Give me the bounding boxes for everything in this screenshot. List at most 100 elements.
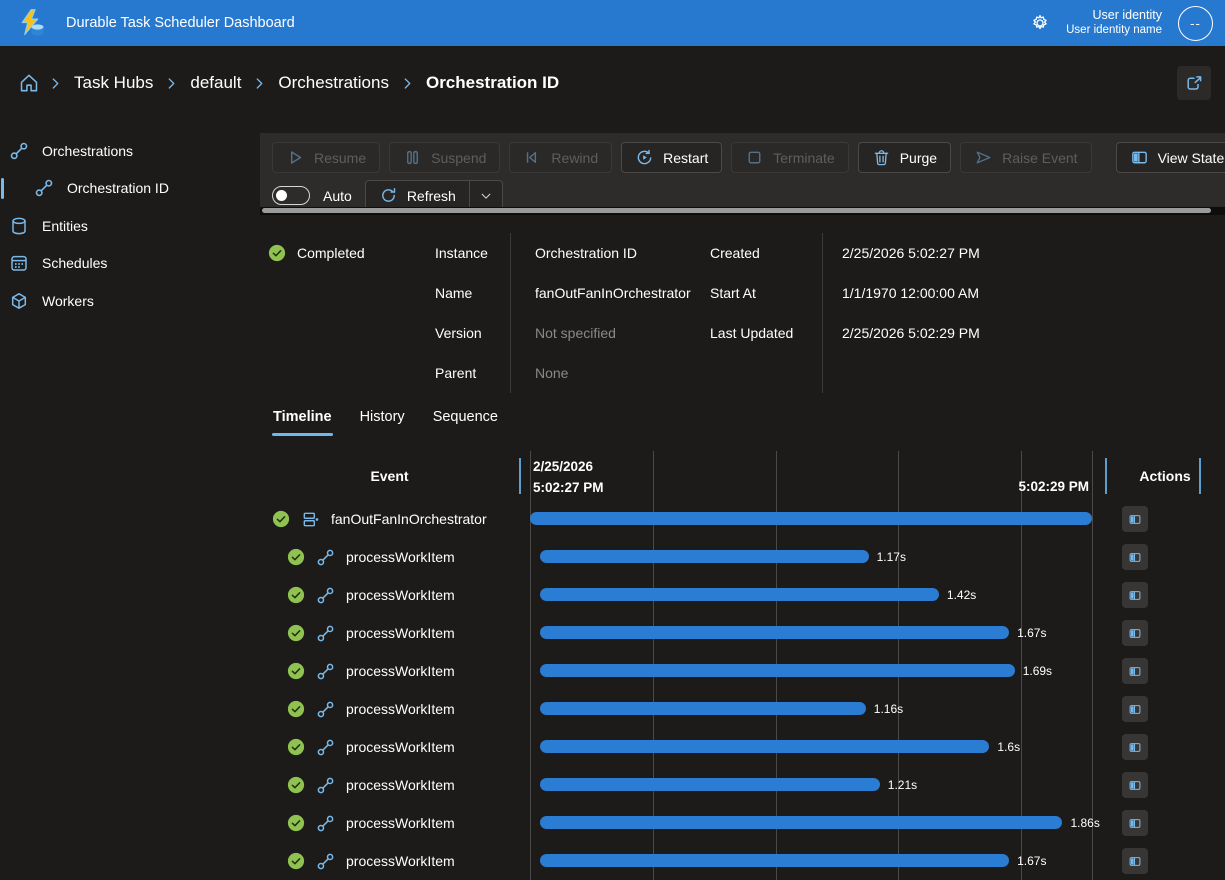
view-row-state-button[interactable]: [1122, 620, 1148, 646]
settings-gear-icon[interactable]: [1030, 13, 1050, 33]
breadcrumb-item-orchestrations[interactable]: Orchestrations: [278, 73, 389, 92]
view-row-state-button[interactable]: [1122, 506, 1148, 532]
terminate-button: Terminate: [731, 142, 849, 173]
event-name: processWorkItem: [346, 663, 455, 679]
tab-history[interactable]: History: [359, 409, 405, 425]
button-label: Rewind: [551, 149, 599, 166]
sidebar-item-orchestration-id[interactable]: Orchestration ID: [0, 170, 260, 208]
horizontal-scrollbar[interactable]: [260, 207, 1225, 215]
event-name: processWorkItem: [346, 853, 455, 869]
scrollbar-thumb[interactable]: [262, 208, 1211, 213]
user-info: User identity User identity name: [1066, 8, 1162, 38]
purge-button[interactable]: Purge: [857, 142, 952, 173]
refresh-split-button: Refresh: [364, 180, 503, 211]
database-icon: [9, 216, 29, 236]
timeline-row: processWorkItem 1.69s: [260, 652, 1225, 690]
sidebar-item-schedules[interactable]: Schedules: [0, 245, 260, 283]
timeline-row: processWorkItem 1.86s: [260, 804, 1225, 842]
timeline-bar: [530, 512, 1092, 525]
button-label: Raise Event: [1002, 149, 1078, 166]
timeline-bar: [539, 626, 1010, 639]
refresh-label: Refresh: [406, 187, 456, 204]
duration-label: 1.67s: [1017, 626, 1047, 640]
home-icon[interactable]: [18, 72, 40, 94]
view-row-state-button[interactable]: [1122, 658, 1148, 684]
completed-check-icon: [272, 510, 290, 528]
view-row-state-button[interactable]: [1122, 810, 1148, 836]
completed-check-icon: [287, 586, 305, 604]
play-icon: [286, 148, 305, 167]
timeline-gridline: [1092, 451, 1093, 880]
share-button[interactable]: [1177, 66, 1211, 100]
field-label-name: Name: [435, 285, 473, 301]
timeline-header: Event 2/25/2026 5:02:27 PM 5:02:29 PM Ac…: [260, 451, 1225, 500]
field-label-version: Version: [435, 325, 482, 341]
view-row-state-button[interactable]: [1122, 848, 1148, 874]
link-icon: [316, 624, 335, 643]
refresh-dropdown-button[interactable]: [469, 180, 503, 211]
view-row-state-button[interactable]: [1122, 734, 1148, 760]
user-identity: User identity: [1092, 8, 1162, 22]
breadcrumb-item-default[interactable]: default: [190, 73, 242, 92]
timeline-bar: [539, 778, 880, 791]
refresh-icon: [379, 186, 398, 205]
avatar[interactable]: --: [1178, 5, 1213, 41]
button-label: Suspend: [431, 149, 487, 166]
header-divider: [1105, 458, 1107, 494]
view-row-state-button[interactable]: [1122, 582, 1148, 608]
event-name: processWorkItem: [346, 549, 455, 565]
stop-icon: [745, 148, 764, 167]
tab-timeline[interactable]: Timeline: [272, 409, 333, 437]
app-title: Durable Task Scheduler Dashboard: [66, 15, 295, 31]
link-icon: [316, 700, 335, 719]
view-state-button[interactable]: View State: [1115, 142, 1225, 173]
completed-check-icon: [287, 738, 305, 756]
view-row-state-button[interactable]: [1122, 544, 1148, 570]
breadcrumb-chevron-icon: [400, 76, 415, 91]
button-label: Terminate: [773, 149, 835, 166]
field-value-name: fanOutFanInOrchestrator: [535, 285, 691, 301]
view-row-state-button[interactable]: [1122, 772, 1148, 798]
completed-check-icon: [287, 662, 305, 680]
completed-check-icon: [287, 814, 305, 832]
breadcrumb-chevron-icon: [252, 76, 267, 91]
link-icon: [34, 178, 54, 198]
duration-label: 1.17s: [876, 550, 906, 564]
refresh-button[interactable]: Refresh: [364, 180, 470, 211]
axis-start-label: 2/25/2026 5:02:27 PM: [533, 459, 604, 495]
event-column-header: Event: [370, 467, 409, 484]
link-icon: [316, 776, 335, 795]
view-row-state-button[interactable]: [1122, 696, 1148, 722]
orchestration-toolbar: Resume Suspend Rewind Restart Terminate Purge…: [260, 133, 1225, 211]
field-label-start-at: Start At: [710, 285, 756, 301]
timeline-bar: [539, 816, 1063, 829]
sidebar-item-entities[interactable]: Entities: [0, 207, 260, 245]
cube-icon: [9, 291, 29, 311]
event-name: processWorkItem: [346, 777, 455, 793]
timeline-bar: [539, 854, 1010, 867]
field-value-created: 2/25/2026 5:02:27 PM: [842, 245, 980, 261]
toggle-knob: [276, 190, 287, 201]
link-icon: [316, 662, 335, 681]
duration-label: 1.69s: [1022, 664, 1053, 678]
tab-sequence[interactable]: Sequence: [432, 409, 498, 425]
timeline-row: processWorkItem 1.67s: [260, 842, 1225, 880]
sidebar: Orchestrations Orchestration ID Entities Sc…: [0, 120, 260, 868]
field-value-start-at: 1/1/1970 12:00:00 AM: [842, 285, 979, 301]
sidebar-item-workers[interactable]: Workers: [0, 282, 260, 320]
breadcrumb-chevron-icon: [48, 76, 63, 91]
auto-refresh-toggle[interactable]: [272, 186, 310, 205]
button-label: Restart: [663, 149, 709, 166]
duration-label: 1.16s: [873, 702, 904, 716]
restart-button[interactable]: Restart: [621, 142, 723, 173]
event-name: processWorkItem: [346, 587, 455, 603]
timeline-section: Event 2/25/2026 5:02:27 PM 5:02:29 PM Ac…: [260, 451, 1225, 880]
completed-check-icon: [287, 624, 305, 642]
app-logo-icon: [16, 7, 48, 39]
field-value-last-updated: 2/25/2026 5:02:29 PM: [842, 325, 980, 341]
breadcrumb-item-task-hubs[interactable]: Task Hubs: [74, 73, 154, 92]
timeline-row: fanOutFanInOrchestrator: [260, 500, 1225, 538]
button-label: View State: [1157, 149, 1225, 166]
sidebar-item-orchestrations[interactable]: Orchestrations: [0, 132, 260, 170]
sidebar-item-label: Workers: [42, 292, 94, 309]
